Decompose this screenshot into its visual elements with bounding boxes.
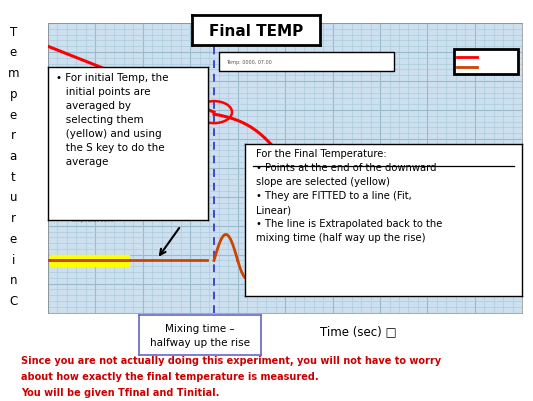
Text: m: m: [7, 67, 19, 80]
Text: e: e: [10, 108, 17, 121]
Text: Mixing time –
halfway up the rise: Mixing time – halfway up the rise: [150, 323, 250, 347]
Text: p: p: [10, 87, 17, 101]
Text: C: C: [9, 294, 18, 307]
Text: Since you are not actually doing this experiment, you will not have to worry: Since you are not actually doing this ex…: [21, 355, 441, 365]
Text: about how exactly the final temperature is measured.: about how exactly the final temperature …: [21, 371, 319, 381]
Text: • For initial Temp, the
   initial points are
   averaged by
   selecting them
 : • For initial Temp, the initial points a…: [56, 73, 168, 166]
Text: temperature 25.75: temperature 25.75: [71, 219, 113, 223]
Text: Time (sec) □: Time (sec) □: [320, 324, 397, 337]
Text: t: t: [11, 170, 15, 183]
Text: r: r: [11, 129, 16, 142]
Text: u: u: [10, 191, 17, 204]
Text: Temp: 0000, 07.00: Temp: 0000, 07.00: [226, 60, 272, 65]
Text: r: r: [11, 212, 16, 225]
Text: T: T: [10, 26, 17, 38]
Text: Final TEMP: Final TEMP: [209, 24, 303, 38]
Text: For the Final Temperature:
• Points at the end of the downward
slope are selecte: For the Final Temperature: • Points at t…: [256, 149, 442, 243]
FancyBboxPatch shape: [219, 53, 394, 72]
Text: a: a: [10, 150, 17, 162]
Text: e: e: [10, 46, 17, 59]
FancyBboxPatch shape: [454, 50, 518, 75]
Text: n: n: [10, 273, 17, 287]
Text: i: i: [12, 253, 15, 266]
Text: You will be given Tfinal and Tinitial.: You will be given Tfinal and Tinitial.: [21, 387, 220, 397]
Text: e: e: [10, 232, 17, 245]
